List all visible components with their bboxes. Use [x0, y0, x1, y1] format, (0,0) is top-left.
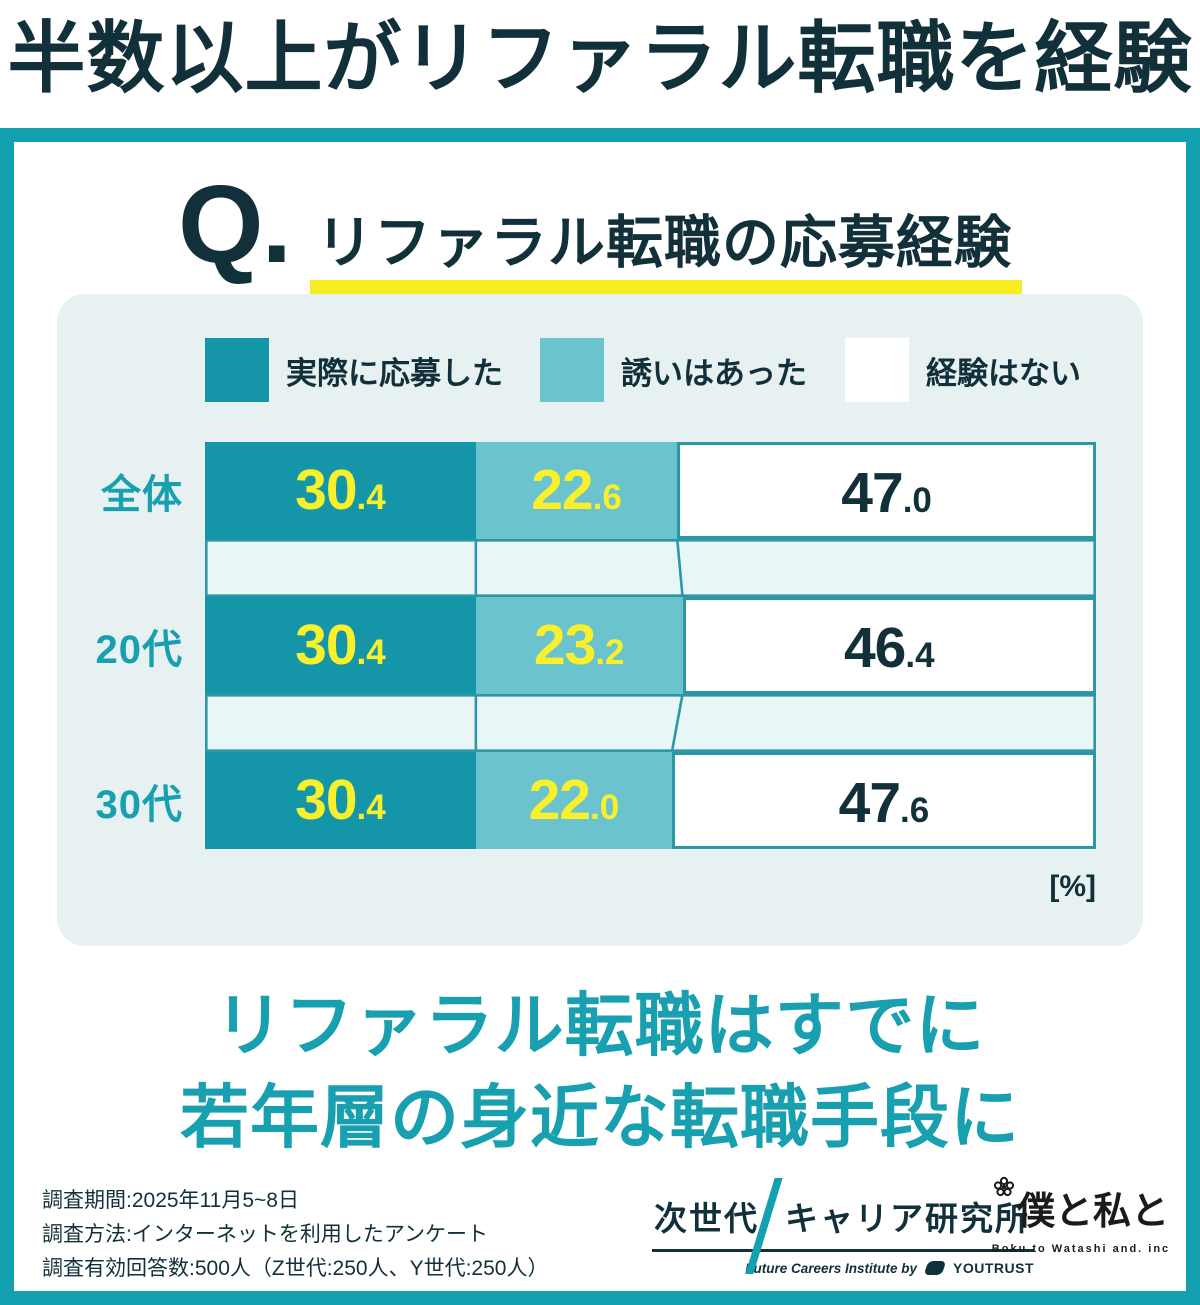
segment-value-dec: .4: [356, 788, 386, 827]
survey-details: 調査期間:2025年11月5~8日 調査方法:インターネットを利用したアンケート…: [42, 1184, 548, 1286]
legend-swatch-1: [540, 338, 604, 402]
bar-track-0: 30.4 22.6 47.0: [205, 442, 1096, 539]
bar-track-1: 30.4 23.2 46.4: [205, 597, 1096, 694]
bar-segment-2-1: 22.0: [475, 752, 672, 849]
legend-swatch-2: [845, 338, 909, 402]
institute-text-after: キャリア研究所: [785, 1200, 1030, 1237]
connector-band-1: [57, 539, 1096, 597]
segment-value-dec: .4: [356, 633, 386, 672]
institute-subtitle-text: Future Careers Institute by: [745, 1260, 917, 1276]
legend-label-0: 実際に応募した: [286, 355, 503, 391]
boku-to-watashi-text: 僕と私と: [1016, 1191, 1169, 1233]
bar-segment-1-1: 23.2: [475, 597, 683, 694]
legend-item-0: 実際に応募した: [205, 338, 503, 402]
legend-item-1: 誘いはあった: [540, 338, 807, 402]
connector-band-track: [205, 539, 1096, 597]
bar-segment-2-0: 30.4: [205, 752, 476, 849]
boku-to-watashi-logo: 僕と私と Boku to Watashi and. inc: [986, 1176, 1176, 1255]
chart-panel: 実際に応募した 誘いはあった 経験はない 全体 30.4 22.6 47.0 20代 30.4…: [57, 294, 1143, 946]
segment-value-int: 30: [295, 458, 357, 522]
row-label-2: 30代: [95, 782, 183, 827]
legend-swatch-0: [205, 338, 269, 402]
segment-value-int: 30: [295, 768, 357, 832]
bar-segment-0-0: 30.4: [205, 442, 476, 539]
youtrust-brand: YOUTRUST: [953, 1260, 1034, 1276]
segment-value-int: 47: [841, 461, 903, 525]
segment-value-int: 46: [843, 616, 906, 680]
bar-row-全体: 全体 30.4 22.6 47.0: [57, 442, 1096, 539]
connector-band-svg: [205, 539, 1096, 597]
bar-track-2: 30.4 22.0 47.6: [205, 752, 1096, 849]
flower-icon: [993, 1176, 1015, 1197]
question-q-mark: Q.: [177, 163, 292, 286]
youtrust-icon: [923, 1261, 947, 1275]
question-title: リファラル転職の応募経験: [310, 211, 1023, 297]
conclusion-message: リファラル転職はすでに 若年層の身近な転職手段に: [14, 980, 1186, 1164]
segment-value-dec: .0: [589, 788, 620, 827]
survey-respondents: 調査有効回答数:500人（Z世代:250人、Y世代:250人）: [42, 1257, 549, 1281]
institute-logo-subtitle: Future Careers Institute by YOUTRUST: [652, 1260, 1034, 1276]
conclusion-line-1: リファラル転職はすでに: [214, 987, 986, 1064]
bar-row-20代: 20代 30.4 23.2 46.4: [57, 597, 1096, 694]
question-heading: Q. リファラル転職の応募経験: [14, 170, 1186, 297]
segment-value-dec: .4: [356, 478, 386, 517]
legend-item-2: 経験はない: [845, 338, 1081, 402]
segment-value-dec: .2: [595, 633, 625, 672]
future-careers-institute-logo: 次世代 キャリア研究所 Future Careers Institute by …: [652, 1178, 1034, 1276]
survey-method: 調査方法:インターネットを利用したアンケート: [42, 1223, 488, 1247]
page-title: 半数以上がリファラル転職を経験: [7, 14, 1193, 102]
segment-value-dec: .0: [902, 481, 932, 520]
row-label-0: 全体: [101, 472, 183, 517]
connector-band-spacer: [57, 539, 205, 597]
connector-band-track: [205, 694, 1096, 752]
bar-segment-1-2: 46.4: [682, 597, 1096, 694]
connector-band-svg: [205, 694, 1096, 752]
conclusion-line-2: 若年層の身近な転職手段に: [180, 1078, 1020, 1156]
content-frame: Q. リファラル転職の応募経験 実際に応募した 誘いはあった 経験はない 全体 30.…: [0, 128, 1200, 1305]
row-label-1: 20代: [95, 627, 183, 672]
survey-period: 調査期間:2025年11月5~8日: [42, 1189, 299, 1212]
segment-value-int: 30: [295, 613, 357, 677]
segment-value-int: 22: [531, 458, 593, 522]
boku-to-watashi-logotype: 僕と私と: [986, 1176, 1176, 1235]
institute-logo-text: 次世代 キャリア研究所: [652, 1178, 1034, 1274]
stacked-bar-chart: 全体 30.4 22.6 47.0 20代 30.4 23.2 46.4 30代 30.4 22.0…: [57, 442, 1096, 849]
segment-value-int: 47: [838, 771, 901, 835]
segment-value-dec: .4: [905, 636, 935, 675]
boku-to-watashi-caption: Boku to Watashi and. inc: [991, 1243, 1171, 1255]
legend: 実際に応募した 誘いはあった 経験はない: [205, 338, 1105, 404]
connector-band-spacer: [57, 694, 205, 752]
segment-value-dec: .6: [592, 478, 622, 517]
segment-value-int: 22: [528, 768, 591, 832]
segment-value-dec: .6: [900, 791, 930, 830]
bar-segment-1-0: 30.4: [205, 597, 476, 694]
legend-label-2: 経験はない: [926, 355, 1081, 391]
segment-value-int: 23: [533, 613, 596, 677]
connector-band-2: [57, 694, 1096, 752]
bar-segment-2-2: 47.6: [671, 752, 1096, 849]
bar-row-30代: 30代 30.4 22.0 47.6: [57, 752, 1096, 849]
bar-segment-0-1: 22.6: [475, 442, 678, 539]
unit-label: [%]: [1049, 870, 1096, 903]
legend-label-1: 誘いはあった: [621, 355, 807, 391]
institute-text-before: 次世代: [654, 1200, 759, 1237]
bar-segment-0-2: 47.0: [677, 442, 1096, 539]
